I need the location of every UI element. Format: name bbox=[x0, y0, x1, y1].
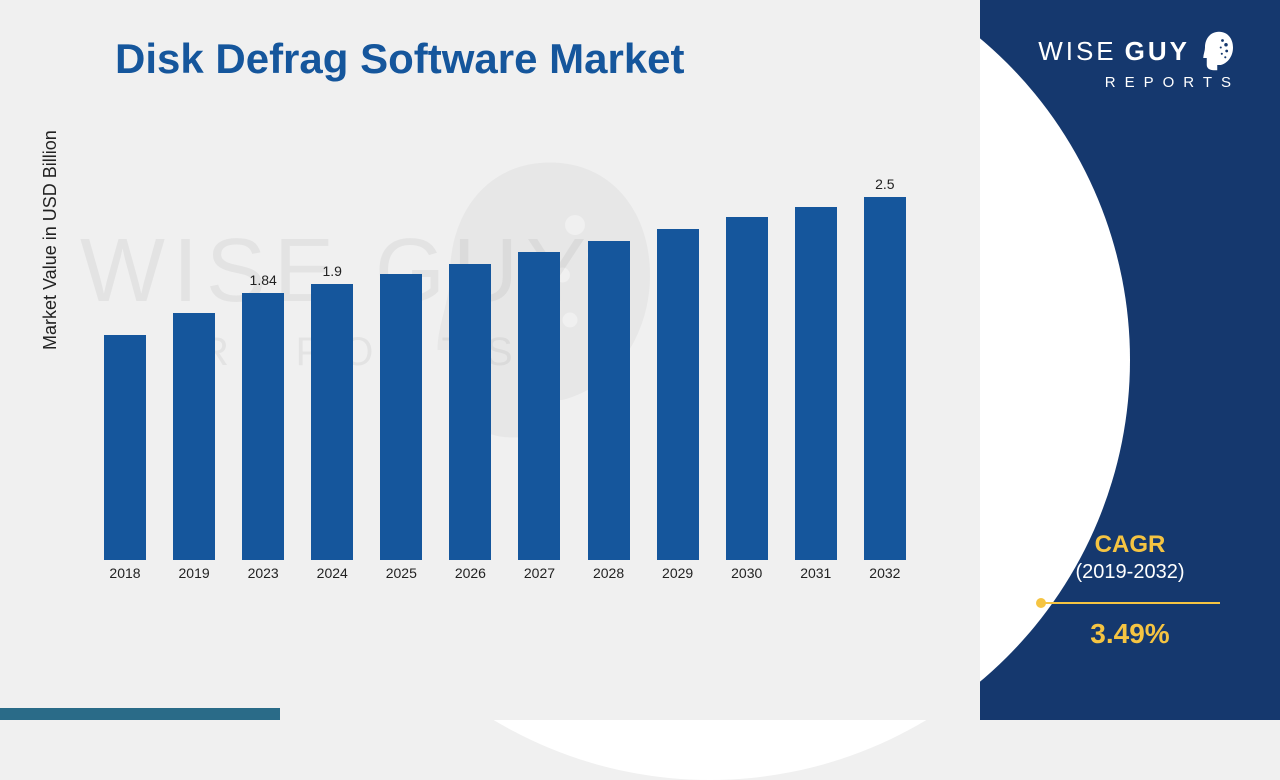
main-chart-area: WISE GUY REPORTS Disk Defrag Software Ma… bbox=[0, 0, 980, 720]
x-tick-label: 2032 bbox=[855, 565, 915, 581]
bar bbox=[588, 241, 630, 560]
chart-container: Market Value in USD Billion 1.841.92.5 2… bbox=[55, 150, 915, 590]
x-tick-label: 2029 bbox=[648, 565, 708, 581]
bar bbox=[104, 335, 146, 560]
bar bbox=[242, 293, 284, 560]
brand-logo: WISE GUY REPORTS bbox=[1038, 30, 1240, 91]
chart-title: Disk Defrag Software Market bbox=[115, 35, 685, 83]
cagr-label: CAGR bbox=[1040, 531, 1220, 559]
x-tick-label: 2030 bbox=[717, 565, 777, 581]
x-tick-label: 2027 bbox=[509, 565, 569, 581]
x-tick-label: 2026 bbox=[440, 565, 500, 581]
bar-group: 2.5 bbox=[855, 176, 915, 560]
bar-group bbox=[579, 220, 639, 560]
x-tick-label: 2024 bbox=[302, 565, 362, 581]
cagr-divider bbox=[1040, 602, 1220, 604]
bar-group bbox=[509, 231, 569, 560]
y-axis-label: Market Value in USD Billion bbox=[40, 130, 61, 350]
bar-group bbox=[648, 208, 708, 560]
bar bbox=[311, 284, 353, 560]
bar-group bbox=[786, 186, 846, 560]
bar-group bbox=[371, 253, 431, 560]
x-axis-labels: 2018 2019 2023 2024 2025 2026 2027 2028 2029 2030… bbox=[95, 565, 915, 581]
x-tick-label: 2019 bbox=[164, 565, 224, 581]
bar bbox=[795, 207, 837, 560]
bar bbox=[380, 274, 422, 560]
bar-group: 1.84 bbox=[233, 272, 293, 560]
cagr-block: CAGR (2019-2032) 3.49% bbox=[1040, 531, 1220, 650]
logo-word-2: GUY bbox=[1125, 36, 1190, 67]
bar-group bbox=[164, 292, 224, 560]
logo-subtitle: REPORTS bbox=[1038, 74, 1240, 91]
bottom-accent-bar bbox=[0, 708, 280, 720]
bar bbox=[518, 252, 560, 560]
bar-group bbox=[717, 196, 777, 560]
bar bbox=[726, 217, 768, 560]
bar-group: 1.9 bbox=[302, 263, 362, 560]
logo-word-1: WISE bbox=[1038, 36, 1116, 67]
x-tick-label: 2018 bbox=[95, 565, 155, 581]
bar-value-label: 1.9 bbox=[323, 263, 342, 281]
x-tick-label: 2023 bbox=[233, 565, 293, 581]
x-tick-label: 2025 bbox=[371, 565, 431, 581]
bar bbox=[657, 229, 699, 560]
cagr-period: (2019-2032) bbox=[1040, 561, 1220, 584]
bar bbox=[173, 313, 215, 560]
bar-group bbox=[440, 243, 500, 560]
bar-group bbox=[95, 314, 155, 560]
bar-value-label: 2.5 bbox=[875, 176, 894, 194]
x-tick-label: 2031 bbox=[786, 565, 846, 581]
bar bbox=[449, 264, 491, 560]
bars-area: 1.84 1.9 2.5 bbox=[95, 150, 915, 560]
bar bbox=[864, 197, 906, 560]
head-profile-icon bbox=[1198, 30, 1240, 72]
bar-value-label: 1.84 bbox=[250, 272, 277, 290]
cagr-value: 3.49% bbox=[1040, 618, 1220, 650]
x-tick-label: 2028 bbox=[579, 565, 639, 581]
